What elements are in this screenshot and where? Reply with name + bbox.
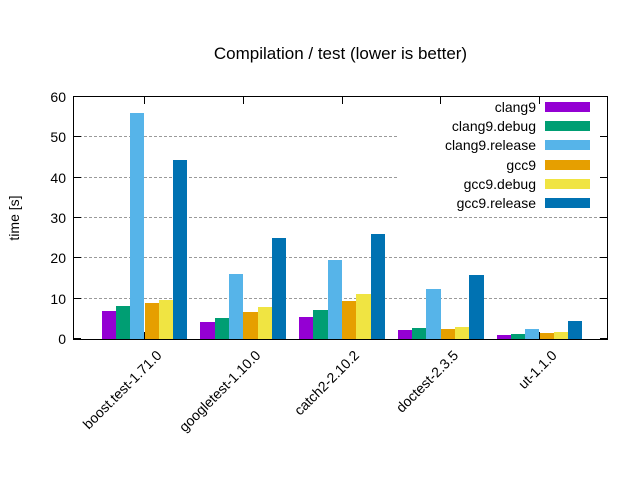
y-tick-label: 60 xyxy=(50,89,66,105)
legend-entry-clang9: clang9 xyxy=(398,97,607,116)
legend-entry-gcc9.release: gcc9.release xyxy=(398,194,607,213)
y-tick-mark xyxy=(600,297,607,299)
bar-gcc9-googletest-1.10.0 xyxy=(243,311,258,339)
bar-clang9.release-ut-1.1.0 xyxy=(525,329,540,339)
gridline xyxy=(74,217,607,218)
legend-entry-gcc9: gcc9 xyxy=(398,155,607,174)
y-tick-label: 30 xyxy=(50,210,66,226)
bar-gcc9-boost.test-1.71.0 xyxy=(144,303,159,339)
y-tick-mark xyxy=(74,338,81,339)
bar-gcc9.release-googletest-1.10.0 xyxy=(271,238,287,339)
bar-clang9.debug-doctest-2.3.5 xyxy=(412,328,427,339)
bar-gcc9-catch2-2.10.2 xyxy=(342,300,357,339)
bar-gcc9.debug-doctest-2.3.5 xyxy=(455,327,470,339)
legend-label: clang9 xyxy=(494,98,536,115)
y-tick-mark xyxy=(600,217,607,218)
x-tick-mark xyxy=(440,97,442,104)
legend-entry-gcc9.debug: gcc9.debug xyxy=(398,174,607,193)
legend-label: clang9.release xyxy=(444,137,536,154)
x-tick-mark xyxy=(341,97,343,104)
y-tick-label: 0 xyxy=(58,331,66,347)
y-tick-label: 20 xyxy=(50,250,66,267)
bar-clang9.release-googletest-1.10.0 xyxy=(228,274,244,339)
bar-clang9.release-catch2-2.10.2 xyxy=(327,259,342,339)
legend-label: gcc9.debug xyxy=(463,175,536,192)
legend-label: clang9.debug xyxy=(451,117,536,134)
y-tick-mark xyxy=(600,96,607,97)
bar-gcc9.debug-ut-1.1.0 xyxy=(553,331,569,339)
y-tick-mark xyxy=(600,257,607,259)
y-tick-mark xyxy=(74,217,81,218)
legend-entry-clang9.release: clang9.release xyxy=(398,136,607,155)
legend-label: gcc9 xyxy=(506,156,536,173)
bar-gcc9-ut-1.1.0 xyxy=(539,332,554,339)
bar-gcc9.release-boost.test-1.71.0 xyxy=(173,159,188,339)
bar-clang9.debug-ut-1.1.0 xyxy=(510,334,526,339)
bar-gcc9.release-catch2-2.10.2 xyxy=(370,233,385,339)
bar-clang9-ut-1.1.0 xyxy=(496,334,511,339)
gridline xyxy=(74,176,607,178)
legend-swatch-clang9 xyxy=(545,101,590,112)
bar-clang9-googletest-1.10.0 xyxy=(200,321,215,339)
x-tick-label: catch2-2.10.2 xyxy=(291,347,363,419)
bar-clang9-boost.test-1.71.0 xyxy=(101,310,116,339)
bar-gcc9.release-ut-1.1.0 xyxy=(568,321,583,339)
bar-clang9.debug-googletest-1.10.0 xyxy=(214,317,229,339)
x-tick-label: boost.test-1.71.0 xyxy=(79,347,165,433)
y-tick-mark xyxy=(600,338,607,339)
x-tick-label: doctest-2.3.5 xyxy=(392,347,462,416)
x-tick-label: googletest-1.10.0 xyxy=(175,347,264,435)
y-tick-label: 40 xyxy=(50,169,66,186)
bar-gcc9.debug-googletest-1.10.0 xyxy=(257,307,272,339)
y-tick-mark xyxy=(74,176,81,178)
y-axis-label: time [s] xyxy=(6,195,22,241)
bar-gcc9.debug-catch2-2.10.2 xyxy=(356,293,371,339)
bar-clang9.release-boost.test-1.71.0 xyxy=(130,113,145,339)
y-tick-mark xyxy=(600,136,607,138)
y-tick-mark xyxy=(74,297,81,299)
y-tick-mark xyxy=(600,176,607,178)
gridline xyxy=(74,136,607,138)
legend-swatch-gcc9.debug xyxy=(545,178,590,189)
y-tick-mark xyxy=(74,96,81,97)
bar-clang9-catch2-2.10.2 xyxy=(299,316,314,339)
legend-swatch-gcc9 xyxy=(545,159,590,170)
y-tick-label: 10 xyxy=(50,290,66,307)
x-tick-mark xyxy=(539,97,540,104)
bar-clang9.release-doctest-2.3.5 xyxy=(426,289,441,339)
legend-swatch-clang9.release xyxy=(545,140,590,151)
bar-clang9.debug-boost.test-1.71.0 xyxy=(115,306,131,339)
gridline xyxy=(74,257,607,259)
bar-gcc9.release-doctest-2.3.5 xyxy=(469,274,484,339)
bar-gcc9.debug-boost.test-1.71.0 xyxy=(158,300,174,339)
legend-label: gcc9.release xyxy=(456,195,536,212)
bar-clang9.debug-catch2-2.10.2 xyxy=(313,309,328,339)
x-tick-label: ut-1.1.0 xyxy=(514,347,560,392)
legend: clang9 clang9.debug clang9.release gcc9 gcc9… xyxy=(398,97,607,213)
legend-swatch-gcc9.release xyxy=(545,198,590,209)
bar-clang9-doctest-2.3.5 xyxy=(397,329,413,339)
y-tick-mark xyxy=(74,136,81,138)
x-tick-mark xyxy=(242,97,244,104)
y-tick-label: 50 xyxy=(50,129,66,146)
bar-gcc9-doctest-2.3.5 xyxy=(440,328,456,339)
x-tick-mark xyxy=(144,97,145,104)
chart-title: Compilation / test (lower is better) xyxy=(213,44,468,63)
legend-entry-clang9.debug: clang9.debug xyxy=(398,116,607,135)
y-tick-mark xyxy=(74,257,81,259)
legend-swatch-clang9.debug xyxy=(545,120,590,131)
